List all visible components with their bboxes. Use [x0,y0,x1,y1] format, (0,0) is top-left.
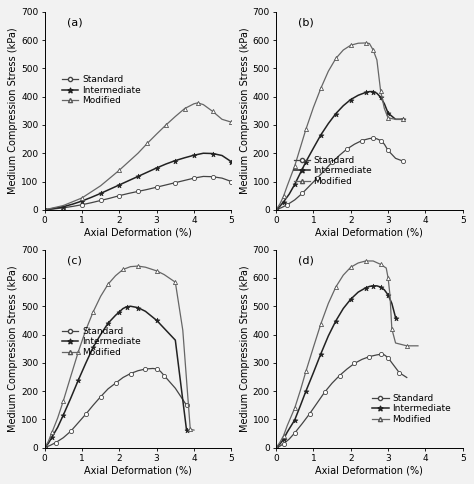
Y-axis label: Medium Compression Stress (kPa): Medium Compression Stress (kPa) [9,28,18,194]
Legend: Standard, Intermediate, Modified: Standard, Intermediate, Modified [58,323,144,361]
X-axis label: Axial Deformation (%): Axial Deformation (%) [84,228,192,238]
Text: (b): (b) [299,18,314,28]
Text: (c): (c) [67,256,82,266]
X-axis label: Axial Deformation (%): Axial Deformation (%) [316,466,423,476]
X-axis label: Axial Deformation (%): Axial Deformation (%) [84,466,192,476]
Y-axis label: Medium Compression Stress (kPa): Medium Compression Stress (kPa) [9,265,18,432]
Legend: Standard, Intermediate, Modified: Standard, Intermediate, Modified [58,72,144,109]
X-axis label: Axial Deformation (%): Axial Deformation (%) [316,228,423,238]
Text: (d): (d) [299,256,314,266]
Text: (a): (a) [67,18,82,28]
Legend: Standard, Intermediate, Modified: Standard, Intermediate, Modified [290,152,376,189]
Legend: Standard, Intermediate, Modified: Standard, Intermediate, Modified [369,391,455,427]
Y-axis label: Medium Compression Stress (kPa): Medium Compression Stress (kPa) [240,28,250,194]
Y-axis label: Medium Compression Stress (kPa): Medium Compression Stress (kPa) [240,265,250,432]
